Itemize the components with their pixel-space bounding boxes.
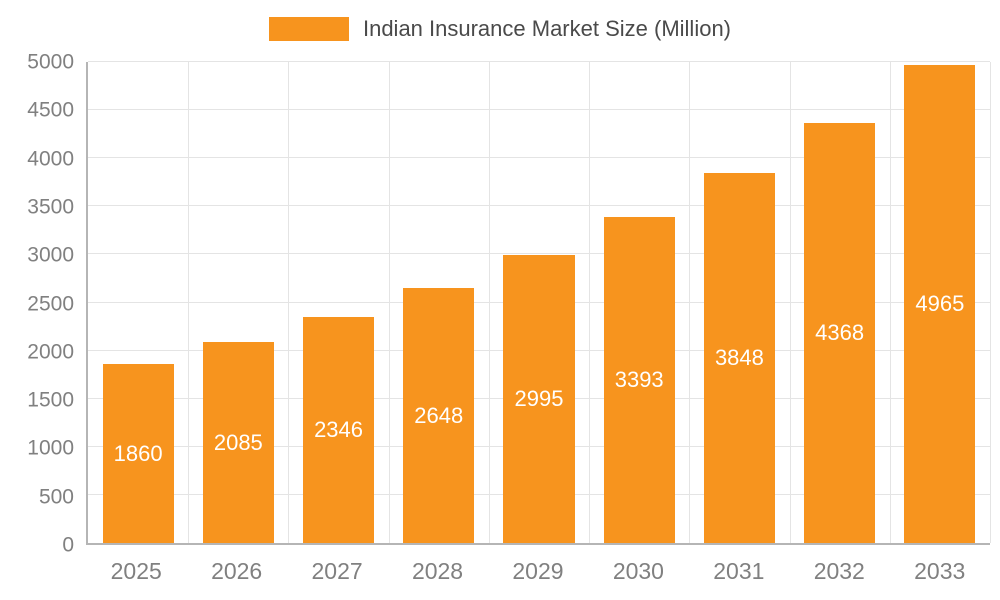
bar-2030: 3393	[603, 216, 675, 543]
y-axis-tick-label: 5000	[27, 50, 74, 74]
gridline-horizontal	[88, 61, 990, 62]
gridline-vertical	[889, 62, 891, 543]
legend-swatch-icon	[268, 17, 349, 41]
bar-slot: 3393	[589, 62, 689, 543]
gridline-horizontal	[88, 253, 990, 255]
bar-2032: 4368	[804, 122, 876, 543]
gridline-vertical	[488, 62, 490, 543]
gridline-horizontal	[88, 109, 990, 111]
bar-value-label: 1860	[113, 440, 163, 466]
bar-value-label: 2995	[514, 385, 564, 411]
gridline-vertical	[789, 62, 791, 543]
y-axis-tick-label: 2500	[27, 292, 74, 315]
y-axis-tick-label: 4500	[27, 98, 74, 122]
y-axis-tick-label: 500	[38, 485, 74, 509]
gridline-vertical	[990, 62, 991, 543]
gridline-vertical	[388, 62, 390, 543]
bar-value-label: 3393	[614, 366, 664, 392]
chart-legend[interactable]: Indian Insurance Market Size (Million)	[0, 15, 1000, 43]
bar-slot: 1860	[88, 62, 188, 543]
x-axis-tick-label: 2028	[411, 558, 464, 584]
bar-value-label: 2648	[414, 402, 464, 428]
bar-value-label: 2346	[314, 417, 364, 443]
bar-slot: 4965	[890, 62, 990, 543]
bar-slot: 2346	[288, 62, 388, 543]
y-axis-tick-label: 1500	[27, 388, 74, 412]
y-axis-tick-label: 4000	[27, 147, 74, 171]
bar-slot: 2648	[389, 62, 489, 543]
x-axis-tick-label: 2025	[110, 558, 162, 584]
bar-2025: 1860	[102, 364, 174, 543]
bar-slot: 4368	[790, 62, 890, 543]
gridline-vertical	[288, 62, 290, 543]
bar-2027: 2346	[302, 317, 375, 543]
bar-slot: 2995	[489, 62, 589, 543]
bars-container: 1860 2085 2346 2648 2995 3393 3848 4368 4965	[88, 62, 990, 543]
bar-2033: 4965	[904, 65, 976, 543]
plot-area: 1860 2085 2346 2648 2995 3393 3848 4368 4965	[86, 61, 991, 545]
gridline-vertical	[589, 62, 591, 543]
y-axis-tick-label: 1000	[27, 436, 74, 460]
x-axis-tick-label: 2029	[512, 558, 564, 584]
x-axis-tick-label: 2027	[311, 558, 363, 584]
gridline-vertical	[689, 62, 691, 543]
bar-value-label: 4368	[815, 319, 865, 345]
bar-slot: 2085	[188, 62, 288, 543]
x-axis-labels: 2025 2026 2027 2028 2029 2030 2031 2032 2033	[86, 558, 990, 585]
x-axis-tick-label: 2033	[914, 558, 966, 584]
y-axis-tick-label: 2000	[27, 340, 74, 364]
y-axis-tick-label: 0	[62, 533, 74, 557]
x-axis-tick-label: 2026	[211, 558, 263, 584]
bar-2026: 2085	[202, 342, 274, 543]
bar-value-label: 3848	[714, 344, 764, 370]
x-axis-tick-label: 2032	[813, 558, 865, 584]
y-axis-tick-label: 3500	[27, 195, 74, 219]
y-axis-labels: 0 500 1000 1500 2000 2500 3000 3500 4000 4500 5000	[0, 52, 74, 556]
bar-value-label: 2085	[213, 429, 263, 455]
bar-value-label: 4965	[915, 291, 965, 317]
gridline-horizontal	[88, 205, 990, 207]
x-axis-tick-label: 2030	[612, 558, 664, 584]
bar-2028: 2648	[403, 288, 475, 543]
gridline-vertical	[188, 62, 190, 543]
y-axis-tick-label: 3000	[27, 243, 74, 267]
gridline-horizontal	[88, 157, 990, 159]
x-axis-tick-label: 2031	[713, 558, 765, 584]
bar-slot: 3848	[689, 62, 789, 543]
legend-label: Indian Insurance Market Size (Million)	[362, 16, 732, 41]
bar-2029: 2995	[503, 254, 575, 543]
bar-2031: 3848	[703, 172, 775, 543]
